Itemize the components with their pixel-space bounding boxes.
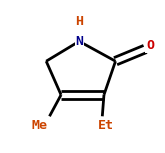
Text: Me: Me xyxy=(32,119,48,132)
Text: N: N xyxy=(75,35,83,48)
Text: H: H xyxy=(75,15,83,28)
Text: O: O xyxy=(146,39,154,52)
Text: Et: Et xyxy=(98,119,114,132)
